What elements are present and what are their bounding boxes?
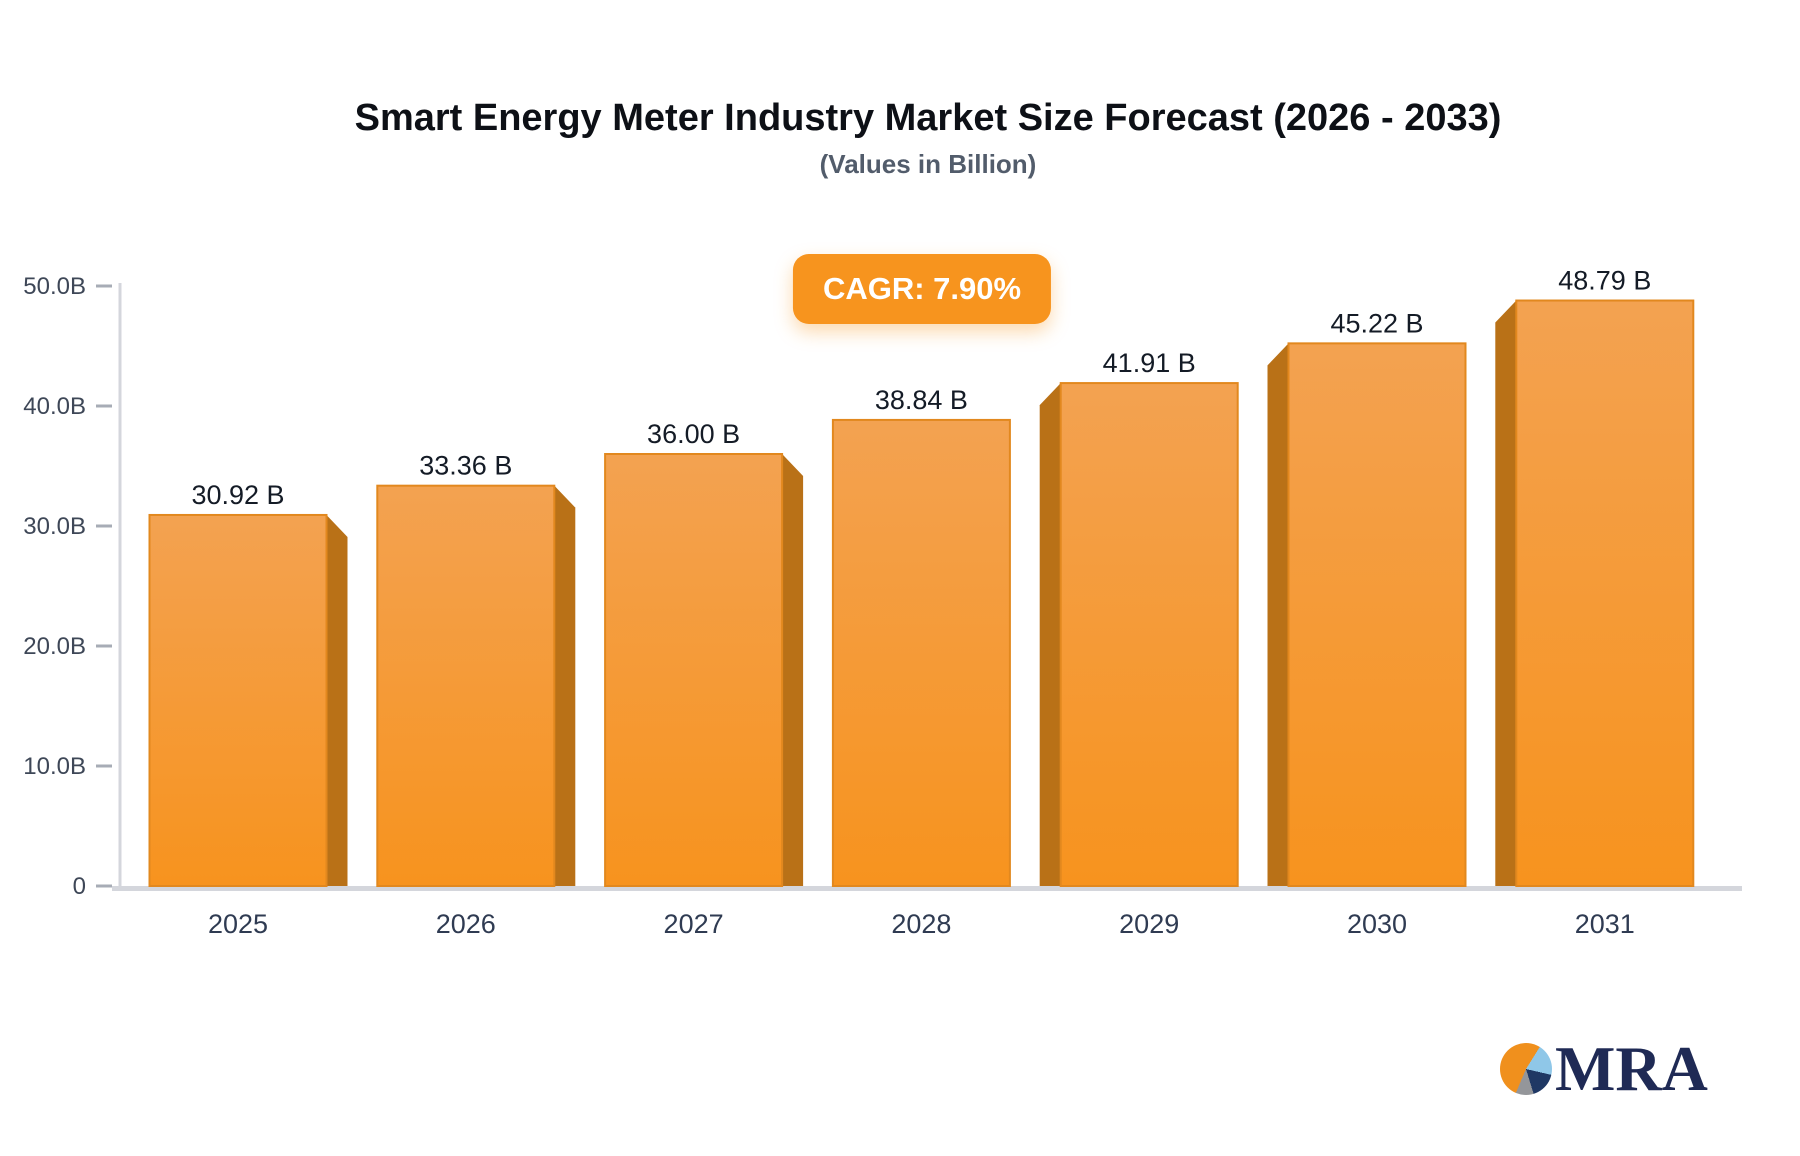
y-tick-label-10: 10.0B [23, 753, 86, 780]
bar-side-2027 [782, 454, 804, 886]
bar-face-2029 [1059, 382, 1239, 887]
bar-side-2031 [1495, 300, 1517, 886]
x-axis-label-2026: 2026 [436, 909, 496, 939]
bar-face-2031 [1515, 299, 1695, 887]
bar-side-2026 [554, 485, 576, 886]
x-axis-label-2031: 2031 [1575, 909, 1635, 939]
bar-value-label-2025: 30.92 B [191, 480, 284, 510]
bar-side-2029 [1039, 383, 1061, 886]
x-axis-label-2027: 2027 [664, 909, 724, 939]
x-axis-label-2029: 2029 [1119, 909, 1179, 939]
bar-value-label-2030: 45.22 B [1330, 308, 1423, 338]
logo-text: MRA [1555, 1033, 1708, 1104]
bar-side-2030 [1267, 343, 1289, 886]
page-title: Smart Energy Meter Industry Market Size … [354, 97, 1502, 139]
bar-face-2026 [376, 484, 556, 887]
bar-value-label-2031: 48.79 B [1558, 266, 1651, 296]
y-tick-label-40: 40.0B [23, 393, 86, 420]
page-subtitle: (Values in Billion) [819, 149, 1037, 179]
bar-face-2027 [604, 453, 784, 887]
x-axis-label-2025: 2025 [208, 909, 268, 939]
bar-face-2030 [1287, 342, 1467, 887]
y-tick-label-20: 20.0B [23, 633, 86, 660]
bar-value-label-2027: 36.00 B [647, 419, 740, 449]
x-axis-label-2030: 2030 [1347, 909, 1407, 939]
y-tick-label-30: 30.0B [23, 513, 86, 540]
bar-face-2028 [831, 418, 1011, 887]
bar-value-label-2028: 38.84 B [875, 385, 968, 415]
logo: MRA [1500, 1037, 1708, 1101]
bar-value-label-2029: 41.91 B [1103, 348, 1196, 378]
cagr-badge: CAGR: 7.90% [792, 254, 1052, 324]
bar-face-2025 [148, 513, 328, 888]
y-tick-label-50: 50.0B [23, 273, 86, 300]
bar-side-2025 [326, 514, 348, 886]
pie-chart-logo-icon [1500, 1043, 1552, 1095]
x-axis-label-2028: 2028 [891, 909, 951, 939]
y-tick-label-0: 0 [73, 873, 86, 900]
bar-value-label-2026: 33.36 B [419, 451, 512, 481]
